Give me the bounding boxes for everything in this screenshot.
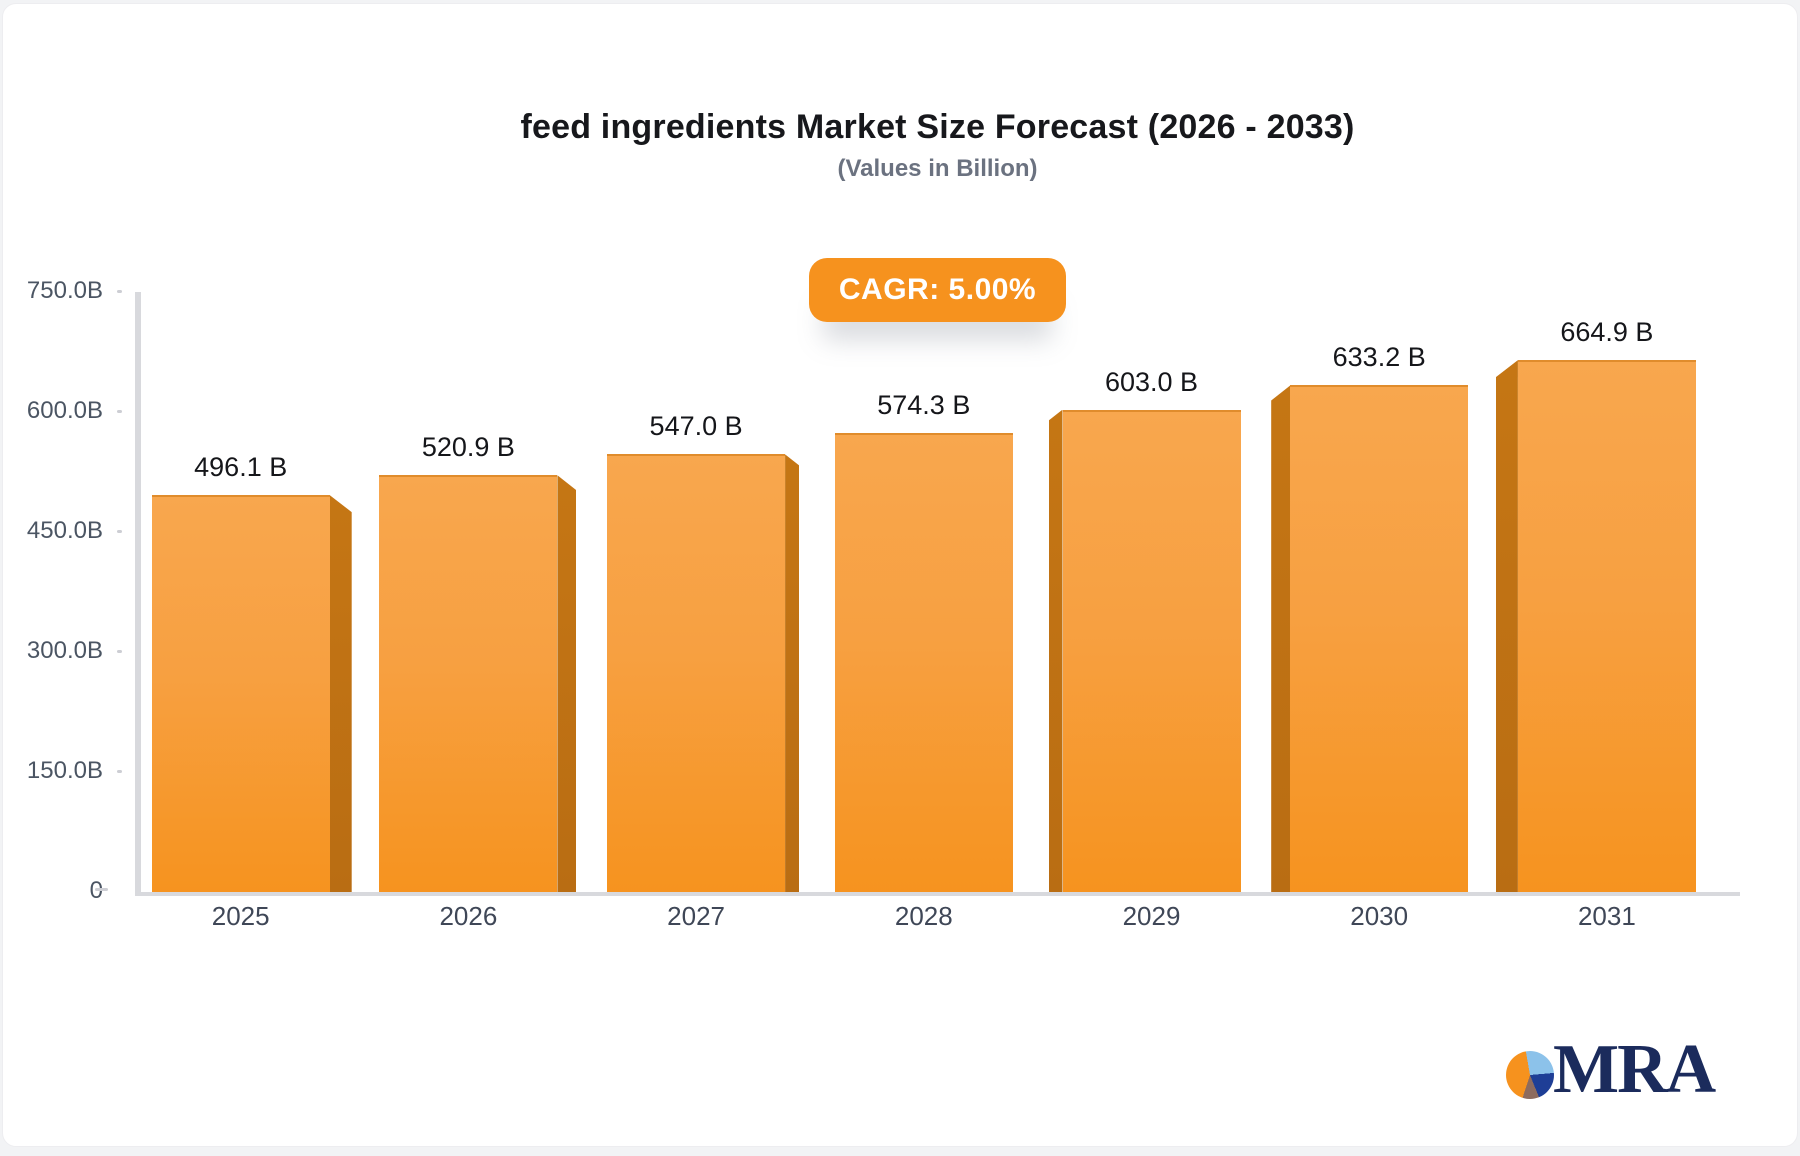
bar-3d-side	[557, 475, 577, 892]
x-axis-category-label: 2030	[1350, 901, 1409, 931]
x-axis-category-label: 2026	[439, 901, 498, 931]
x-axis-category-label: 2025	[211, 901, 270, 931]
chart-title: feed ingredients Market Size Forecast (2…	[520, 108, 1355, 146]
x-axis-category-label: 2029	[1122, 901, 1181, 931]
bar-value-label: 547.0 B	[649, 411, 743, 442]
y-axis-tick-label: 0	[3, 877, 103, 905]
bar-value-label: 574.3 B	[877, 389, 971, 420]
bar-2025	[151, 495, 330, 892]
y-axis-tick-label: 450.0B	[26, 517, 103, 544]
y-axis-tick-label: 600.0B	[26, 397, 103, 424]
bar-2026	[379, 475, 558, 892]
bar-2030	[1290, 385, 1469, 892]
y-axis-tick	[117, 530, 122, 533]
bar-value-label: 496.1 B	[194, 452, 288, 483]
x-axis-category-label: 2031	[1577, 901, 1636, 931]
pie-chart-logo-icon	[1506, 1051, 1554, 1099]
brand-logo: MRA	[1506, 1031, 1716, 1108]
bar-value-label: 603.0 B	[1104, 366, 1199, 397]
y-axis-tick	[117, 650, 122, 653]
bar-2029	[1062, 409, 1241, 892]
x-axis-category-label: 2027	[667, 901, 726, 931]
chart-card: feed ingredients Market Size Forecast (2…	[2, 3, 1798, 1147]
y-axis-tick	[117, 770, 122, 773]
bar-2031	[1517, 360, 1696, 892]
bar-value-label: 520.9 B	[421, 432, 515, 463]
y-axis-tick-label: 750.0B	[26, 277, 103, 304]
cagr-badge-wrap: CAGR: 5.00%	[135, 258, 1740, 322]
y-axis-tick-label: 300.0B	[26, 637, 103, 664]
cagr-badge: CAGR: 5.00%	[808, 258, 1067, 322]
bar-2028	[834, 432, 1013, 892]
y-axis-tick-label: 150.0B	[26, 757, 103, 784]
bar-3d-side	[785, 454, 800, 892]
bar-value-label: 633.2 B	[1332, 342, 1426, 373]
bar-3d-side	[329, 495, 352, 892]
brand-logo-text: MRA	[1553, 1031, 1716, 1108]
bar-3d-side	[1271, 385, 1291, 892]
y-axis-line	[135, 292, 141, 896]
bar-value-label: 664.9 B	[1560, 317, 1654, 348]
bar-3d-side	[1048, 409, 1063, 892]
y-axis-zero-tick	[95, 888, 108, 891]
x-axis-category-label: 2028	[894, 901, 953, 931]
x-axis-line	[135, 892, 1740, 896]
y-axis-tick	[117, 290, 122, 293]
bar-3d-side	[1495, 360, 1518, 892]
y-axis-tick	[117, 410, 122, 413]
bar-2027	[607, 454, 786, 892]
chart-subtitle: (Values in Billion)	[837, 155, 1038, 182]
